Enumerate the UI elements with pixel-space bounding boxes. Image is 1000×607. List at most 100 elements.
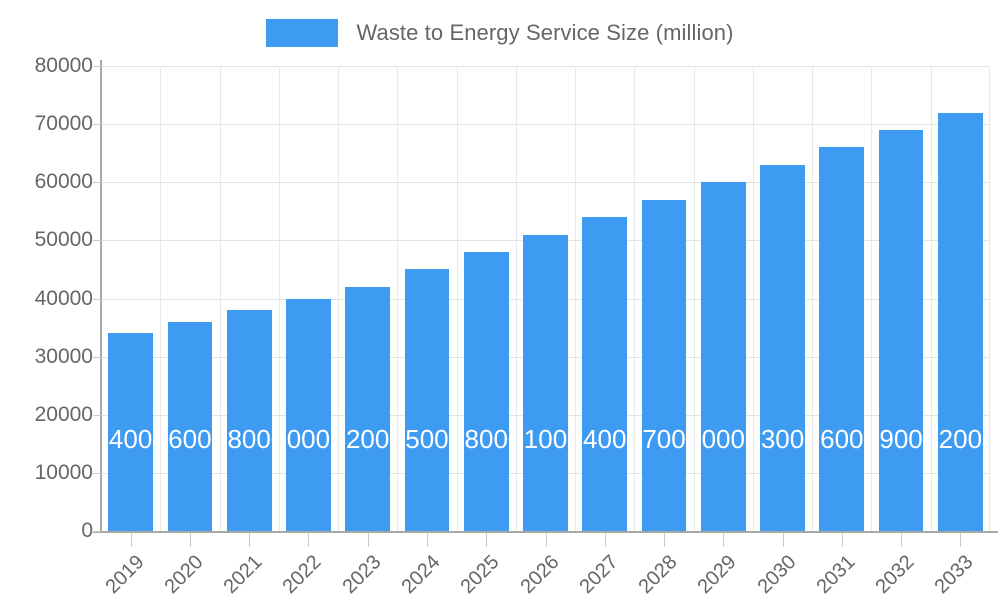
bar-group: 54000 bbox=[582, 66, 628, 531]
x-axis-tick-mark bbox=[901, 533, 902, 547]
y-axis-tick-label: 80000 bbox=[34, 54, 93, 77]
y-axis-tick-label: 50000 bbox=[34, 228, 93, 252]
x-gridline bbox=[279, 66, 280, 531]
y-gridline bbox=[101, 182, 990, 184]
x-gridline bbox=[575, 66, 576, 531]
y-axis-tick-mark bbox=[93, 240, 101, 242]
x-axis-tick-label: 2028 bbox=[634, 551, 682, 599]
bar-value-label: 48000 bbox=[464, 424, 509, 454]
plot-area: 34000 36000 38000 40000 42000 45000 48000 51000… bbox=[101, 66, 990, 532]
bar[interactable]: 60000 bbox=[700, 182, 746, 531]
x-axis-tick-mark bbox=[605, 533, 606, 547]
x-gridline bbox=[753, 66, 754, 531]
bar[interactable]: 72000 bbox=[937, 112, 983, 531]
bar-group: 45000 bbox=[404, 66, 450, 531]
x-gridline bbox=[516, 66, 517, 531]
x-axis-tick-label: 2020 bbox=[160, 551, 208, 599]
x-axis-tick-label: 2029 bbox=[693, 551, 741, 599]
bar-value-label: 45000 bbox=[405, 424, 450, 454]
x-gridline bbox=[871, 66, 872, 531]
bar[interactable]: 42000 bbox=[345, 286, 391, 531]
y-gridline bbox=[101, 124, 990, 126]
x-axis-tick-label: 2030 bbox=[753, 551, 801, 599]
bar-value-label: 66000 bbox=[819, 424, 864, 454]
bar[interactable]: 51000 bbox=[523, 234, 568, 531]
y-axis-tick-mark bbox=[93, 298, 101, 300]
x-axis-tick-label: 2022 bbox=[278, 551, 326, 599]
x-axis-tick-mark bbox=[842, 533, 843, 547]
bar[interactable]: 45000 bbox=[404, 269, 450, 531]
bar[interactable]: 48000 bbox=[463, 252, 509, 531]
bar-group: 63000 bbox=[760, 66, 805, 531]
y-axis-tick-mark bbox=[93, 124, 101, 126]
bar-value-label: 34000 bbox=[108, 424, 153, 454]
bar[interactable]: 66000 bbox=[819, 147, 865, 531]
bar-value-label: 40000 bbox=[286, 424, 331, 454]
bar-value-label: 72000 bbox=[938, 424, 983, 454]
bar[interactable]: 38000 bbox=[226, 310, 272, 531]
x-gridline bbox=[220, 66, 221, 531]
y-axis-tick-label: 20000 bbox=[34, 402, 93, 426]
x-gridline bbox=[397, 66, 398, 531]
bar[interactable]: 69000 bbox=[878, 129, 924, 531]
y-axis-tick-label: 60000 bbox=[34, 170, 93, 194]
bar-group: 42000 bbox=[345, 66, 391, 531]
y-axis-tick-label: 70000 bbox=[34, 112, 93, 136]
x-axis-tick-mark bbox=[960, 533, 961, 547]
y-axis-tick-mark bbox=[93, 531, 101, 532]
x-axis-tick-mark bbox=[249, 533, 250, 547]
legend-color-swatch bbox=[266, 19, 339, 47]
x-gridline bbox=[989, 66, 990, 531]
y-axis-tick-mark bbox=[93, 356, 101, 358]
x-gridline bbox=[160, 66, 161, 531]
bar-group: 36000 bbox=[167, 66, 213, 531]
legend-label: Waste to Energy Service Size (million) bbox=[356, 20, 734, 45]
x-axis-tick-label: 2023 bbox=[338, 551, 386, 599]
y-axis-tick-mark bbox=[93, 66, 101, 67]
x-axis-tick-label: 2031 bbox=[812, 551, 860, 599]
bar[interactable]: 57000 bbox=[641, 199, 687, 531]
bar[interactable]: 36000 bbox=[167, 321, 213, 531]
bar-value-label: 54000 bbox=[582, 424, 627, 454]
bar-value-label: 51000 bbox=[523, 424, 568, 454]
x-gridline bbox=[812, 66, 813, 531]
x-axis-tick-mark bbox=[546, 533, 547, 547]
x-axis-tick-label: 2025 bbox=[456, 551, 504, 599]
y-axis-tick-mark bbox=[93, 472, 101, 474]
bar[interactable]: 63000 bbox=[760, 164, 805, 531]
bar-value-label: 42000 bbox=[345, 424, 390, 454]
bar-value-label: 63000 bbox=[760, 424, 805, 454]
x-axis-tick-label: 2032 bbox=[871, 551, 919, 599]
bar-group: 69000 bbox=[878, 66, 924, 531]
bar-group: 38000 bbox=[226, 66, 272, 531]
x-gridline bbox=[634, 66, 635, 531]
y-axis-tick-label: 0 bbox=[81, 519, 93, 542]
x-axis-tick-label: 2033 bbox=[930, 551, 978, 599]
bar-value-label: 60000 bbox=[701, 424, 746, 454]
bar[interactable]: 40000 bbox=[286, 298, 331, 531]
x-axis-tick-mark bbox=[308, 533, 309, 547]
x-axis-tick-label: 2027 bbox=[575, 551, 623, 599]
bar-value-label: 38000 bbox=[227, 424, 272, 454]
x-gridline bbox=[457, 66, 458, 531]
bar-group: 72000 bbox=[937, 66, 983, 531]
bar-value-label: 57000 bbox=[642, 424, 687, 454]
x-axis-tick-label: 2026 bbox=[516, 551, 564, 599]
bar-group: 48000 bbox=[463, 66, 509, 531]
bar[interactable]: 34000 bbox=[108, 333, 153, 531]
bar-value-label: 69000 bbox=[879, 424, 924, 454]
bar-group: 60000 bbox=[700, 66, 746, 531]
bar[interactable]: 54000 bbox=[582, 217, 628, 531]
x-axis-tick-mark bbox=[427, 533, 428, 547]
x-axis-tick-mark bbox=[368, 533, 369, 547]
y-axis-tick-mark bbox=[93, 414, 101, 416]
x-gridline bbox=[931, 66, 932, 531]
x-axis-tick-mark bbox=[190, 533, 191, 547]
x-axis-tick-mark bbox=[486, 533, 487, 547]
bar-group: 51000 bbox=[523, 66, 568, 531]
y-axis-labels: 0 10000 20000 30000 40000 50000 60000 70000 8000… bbox=[0, 0, 101, 600]
y-axis-tick-label: 30000 bbox=[34, 344, 93, 368]
y-axis-tick-label: 40000 bbox=[34, 286, 93, 310]
x-axis-tick-label: 2021 bbox=[219, 551, 267, 599]
